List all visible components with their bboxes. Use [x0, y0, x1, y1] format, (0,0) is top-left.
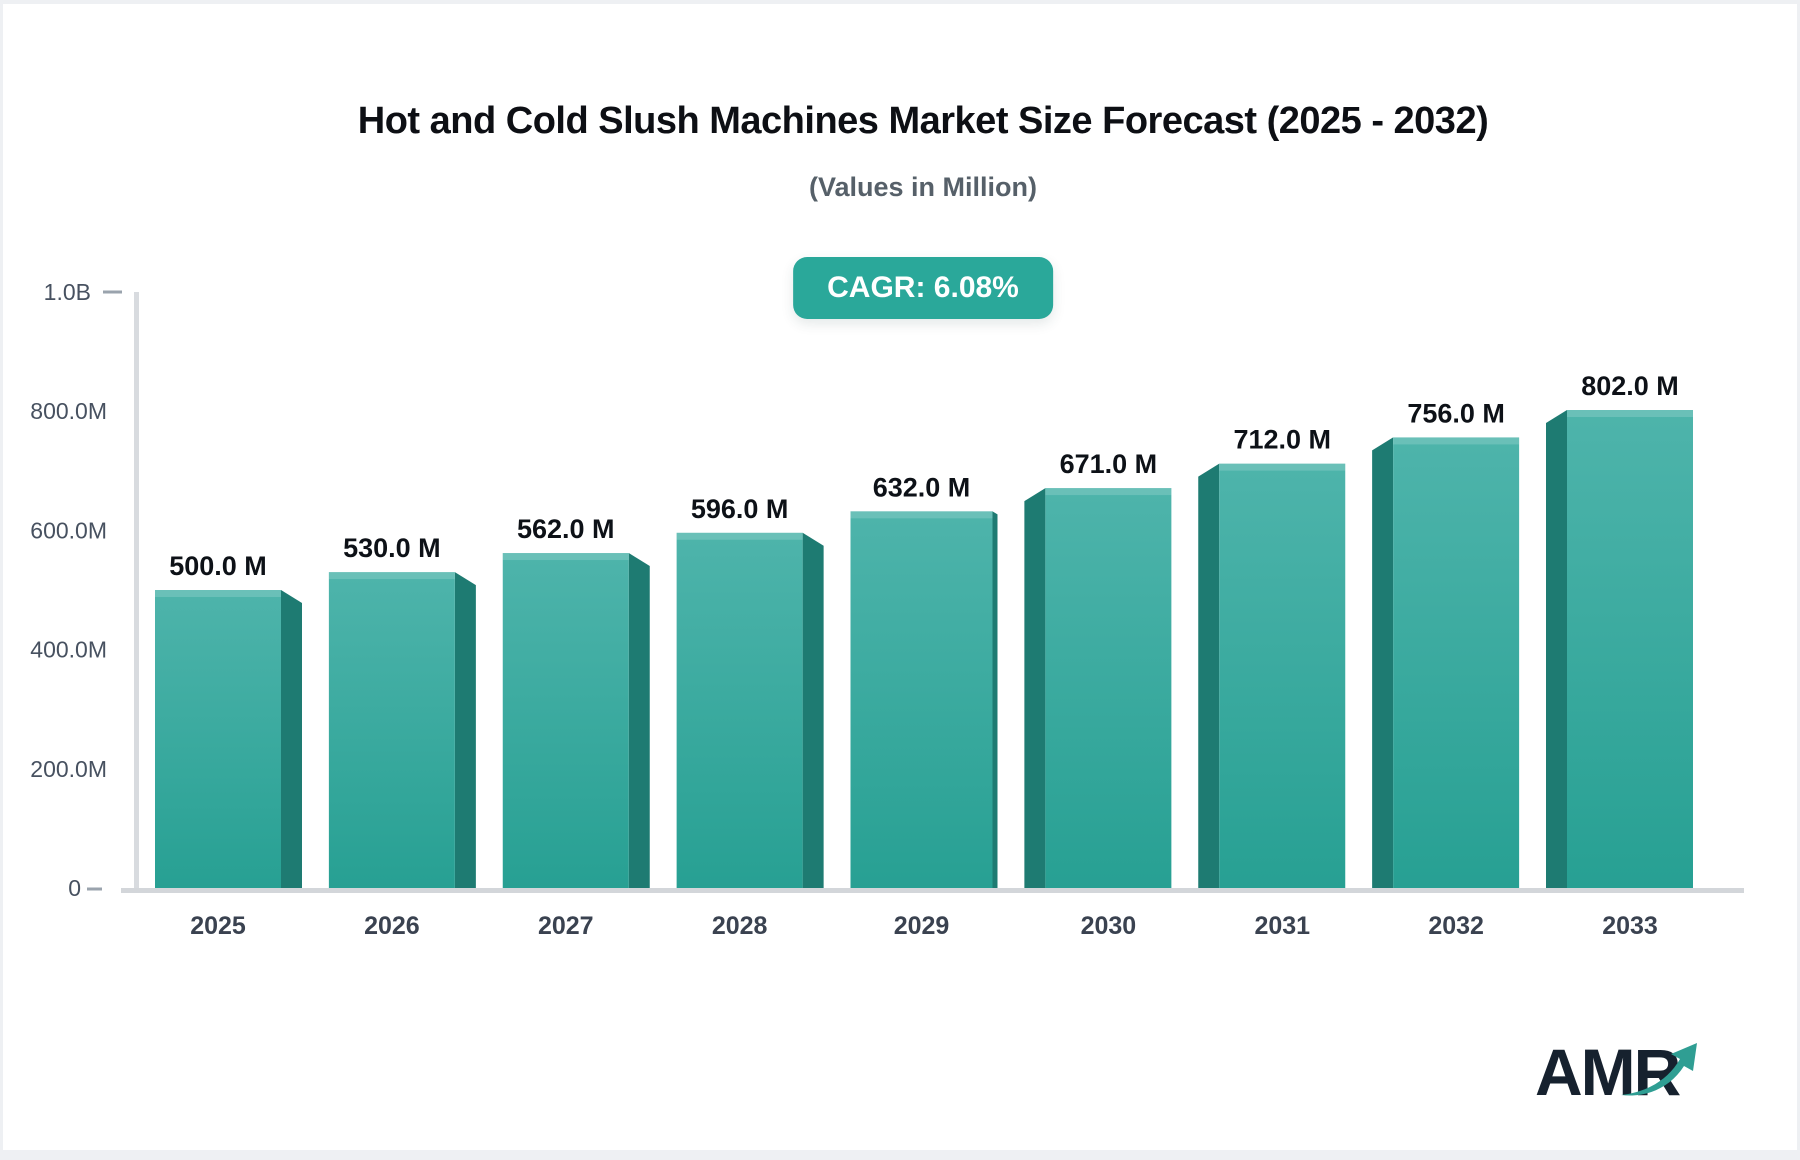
y-tick-label: 0: [68, 875, 81, 901]
bar: [1219, 464, 1345, 888]
y-axis-line: [134, 292, 139, 888]
bar-side-face: [1372, 437, 1393, 888]
x-axis-year-label: 2031: [1254, 912, 1310, 940]
bar-side-face: [455, 572, 476, 888]
bar-top-face: [677, 533, 803, 540]
x-axis-year-label: 2032: [1428, 912, 1484, 940]
bar-top-face: [329, 572, 455, 579]
bar-value-label: 756.0 M: [1407, 398, 1505, 428]
bar: [1567, 410, 1693, 888]
bar-side-face: [993, 511, 998, 888]
bar-top-face: [1045, 488, 1171, 495]
bar-group: 500.0 M 2025: [155, 551, 302, 940]
bar: [677, 533, 803, 888]
bar-group: 802.0 M 2033: [1546, 371, 1693, 940]
bar: [329, 572, 455, 888]
y-tick-label: 400.0M: [30, 637, 107, 663]
bar-top-face: [1393, 437, 1519, 444]
bar: [851, 511, 993, 888]
bar: [503, 553, 629, 888]
chart-card: Hot and Cold Slush Machines Market Size …: [3, 4, 1797, 1150]
bar-value-label: 671.0 M: [1060, 449, 1158, 479]
bar-value-label: 562.0 M: [517, 514, 615, 544]
bar-group: 530.0 M 2026: [329, 533, 476, 940]
bar: [155, 590, 281, 888]
y-tick-label: 200.0M: [30, 756, 107, 782]
bar-side-face: [1024, 488, 1045, 888]
bar: [1393, 437, 1519, 888]
bar-group: 562.0 M 2027: [503, 514, 650, 940]
bar-group: 632.0 M 2029: [851, 472, 998, 940]
bar-group: 712.0 M 2031: [1198, 425, 1345, 940]
bar-top-face: [1219, 464, 1345, 471]
x-axis-year-label: 2029: [894, 912, 950, 940]
bar-group: 756.0 M 2032: [1372, 398, 1519, 940]
x-axis-year-label: 2033: [1602, 912, 1658, 940]
x-axis-year-label: 2028: [712, 912, 768, 940]
bar-side-face: [1198, 464, 1219, 888]
bar-value-label: 500.0 M: [169, 551, 267, 581]
bar-side-face: [281, 590, 302, 888]
x-axis-baseline: [121, 888, 1744, 893]
growth-arrow-icon: [1619, 1040, 1703, 1100]
y-tick-label: 1.0B: [44, 279, 91, 305]
bar-group: 671.0 M 2030: [1024, 449, 1171, 940]
bar-group: 596.0 M 2028: [677, 494, 824, 940]
bar-chart: 500.0 M 2025 530.0 M 2026 562.0 M 2027 596.0 M…: [3, 4, 1800, 1160]
bar-top-face: [851, 511, 993, 518]
bar-side-face: [629, 553, 650, 888]
y-tick-label: 800.0M: [30, 398, 107, 424]
x-axis-year-label: 2030: [1081, 912, 1137, 940]
bar-value-label: 530.0 M: [343, 533, 441, 563]
bar-side-face: [1546, 410, 1567, 888]
bar-value-label: 712.0 M: [1233, 425, 1331, 455]
bar-top-face: [1567, 410, 1693, 417]
bar-value-label: 596.0 M: [691, 494, 789, 524]
y-tick-label: 600.0M: [30, 517, 107, 543]
bar-top-face: [155, 590, 281, 597]
bar-side-face: [803, 533, 824, 888]
bar-value-label: 802.0 M: [1581, 371, 1679, 401]
bars-layer: 500.0 M 2025 530.0 M 2026 562.0 M 2027 596.0 M…: [155, 371, 1693, 940]
x-axis-year-label: 2025: [190, 912, 246, 940]
x-axis-year-label: 2026: [364, 912, 420, 940]
bar: [1045, 488, 1171, 888]
amr-logo: AMR: [1535, 1034, 1715, 1114]
x-axis-year-label: 2027: [538, 912, 594, 940]
bar-top-face: [503, 553, 629, 560]
bar-value-label: 632.0 M: [873, 472, 971, 502]
